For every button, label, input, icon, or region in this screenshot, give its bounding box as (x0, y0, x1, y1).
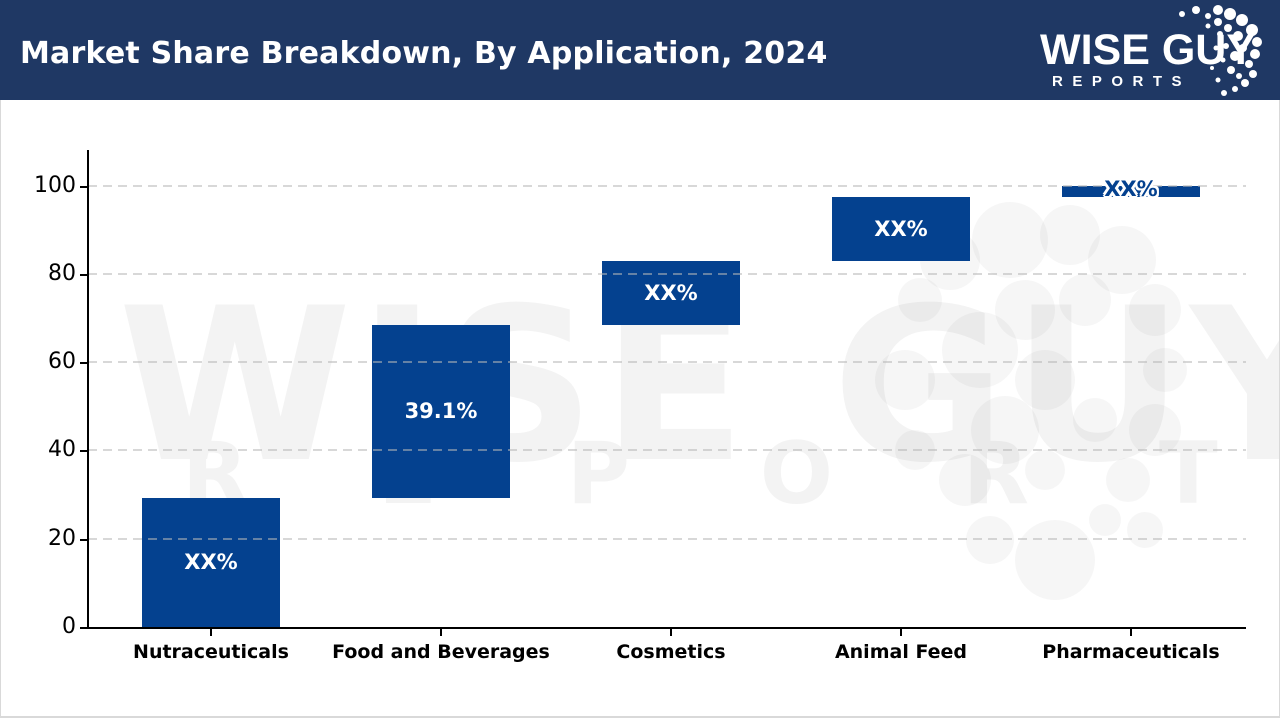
bar-value-label: XX% (1104, 177, 1158, 202)
y-tick-label: 40 (48, 437, 76, 463)
bar-value-label: 39.1% (404, 399, 478, 424)
bar-pharmaceuticals (1062, 185, 1200, 197)
x-category-label-cosmetics: Cosmetics (616, 641, 726, 663)
bar-value-label: XX% (644, 280, 698, 305)
y-tick-mark (80, 538, 87, 541)
bar-value-label: XX% (874, 216, 928, 241)
x-category-label-animal-feed: Animal Feed (834, 641, 968, 663)
wise-guy-reports-logo: WISE GUY REPORTS (1040, 5, 1262, 96)
y-tick-mark (80, 185, 87, 188)
y-tick-mark (80, 627, 87, 629)
y-gridline (88, 361, 1246, 364)
y-tick-mark (80, 362, 87, 365)
logo-subtitle: REPORTS (1052, 73, 1191, 90)
x-tick-mark (900, 629, 902, 636)
left-edge-line (0, 100, 1, 718)
watermark-text-line2: R E P O R T S (182, 424, 1280, 524)
page-title: Market Share Breakdown, By Application, … (20, 36, 828, 71)
y-tick-label: 100 (34, 172, 76, 198)
x-tick-mark (1130, 629, 1132, 636)
y-tick-mark (80, 450, 87, 453)
bar-animal-feed: XX% (832, 196, 970, 261)
x-axis-line (87, 627, 1246, 629)
x-category-label-food-and-beverages: Food and Beverages (332, 641, 550, 663)
x-category-label-pharmaceuticals: Pharmaceuticals (1042, 641, 1220, 663)
y-tick-label: 20 (48, 525, 76, 551)
logo-face-dots (1179, 5, 1262, 96)
x-tick-mark (670, 629, 672, 636)
y-gridline (88, 449, 1246, 452)
y-gridline (88, 537, 1246, 540)
x-category-label-nutraceuticals: Nutraceuticals (133, 641, 289, 663)
y-axis-line (87, 150, 89, 629)
bar-cosmetics: XX% (602, 260, 740, 325)
bottom-edge-line (0, 716, 1280, 718)
y-gridline (88, 272, 1246, 275)
y-tick-label: 60 (48, 349, 76, 375)
bar-value-label: XX% (184, 550, 238, 575)
y-gridline (88, 184, 1246, 187)
header-bar: Market Share Breakdown, By Application, … (0, 0, 1280, 100)
x-tick-mark (440, 629, 442, 636)
bar-nutraceuticals: XX% (142, 497, 280, 627)
y-tick-label: 0 (62, 614, 76, 639)
bar-food-and-beverages: 39.1% (372, 325, 510, 498)
y-tick-label: 80 (48, 260, 76, 286)
y-tick-mark (80, 273, 87, 276)
x-tick-mark (210, 629, 212, 636)
